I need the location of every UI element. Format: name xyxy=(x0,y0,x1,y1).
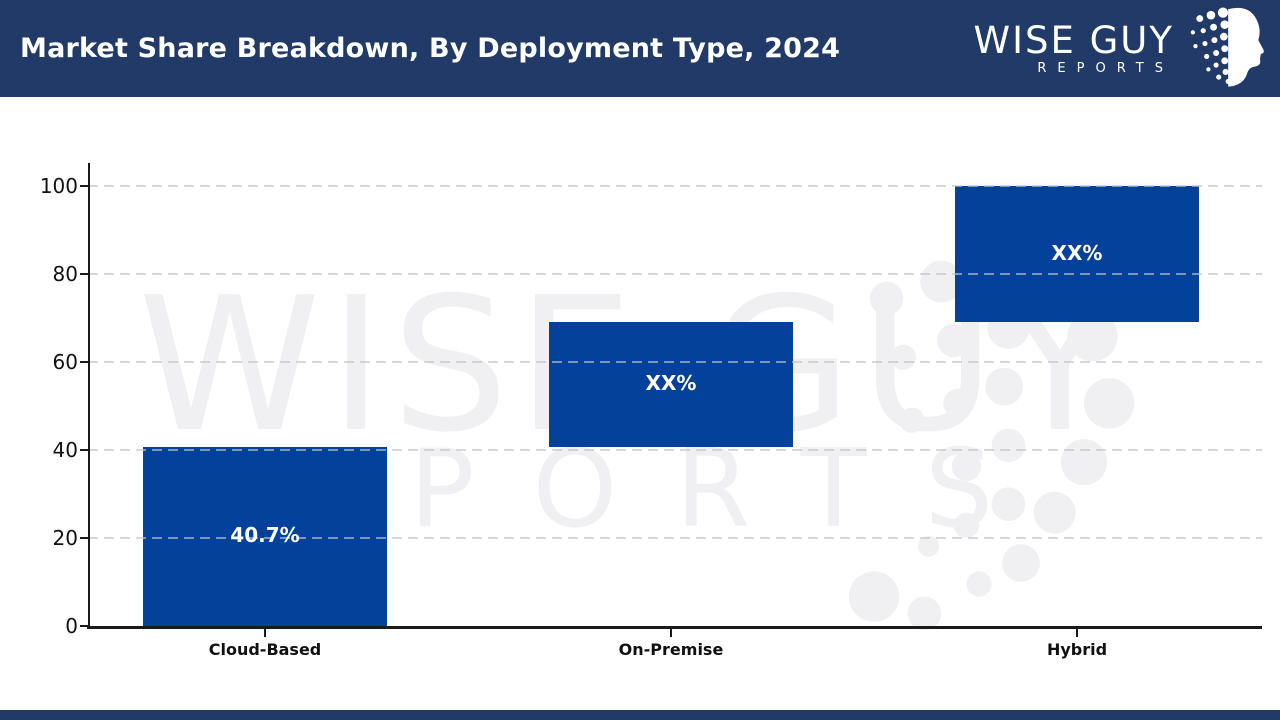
y-tick-mark xyxy=(80,361,88,363)
bar-value-label: XX% xyxy=(1051,240,1103,265)
x-tick-mark xyxy=(264,629,266,637)
y-tick-label: 80 xyxy=(52,262,78,286)
y-tick-label: 0 xyxy=(65,614,78,638)
y-tick-label: 100 xyxy=(39,174,78,198)
bar-cloud-based xyxy=(143,446,387,626)
y-tick-mark xyxy=(80,625,88,627)
y-tick-mark xyxy=(80,449,88,451)
x-axis-line xyxy=(87,626,1262,629)
x-tick-mark xyxy=(670,629,672,637)
x-tick-mark xyxy=(1076,629,1078,637)
header-band: Market Share Breakdown, By Deployment Ty… xyxy=(0,0,1280,97)
logo-subtitle: REPORTS xyxy=(1037,60,1174,76)
wise-guy-reports-logo: WISE GUY REPORTS xyxy=(974,3,1280,95)
category-label-cloud-based: Cloud-Based xyxy=(208,640,322,659)
y-axis-line xyxy=(88,163,90,628)
dotted-face-logo-icon xyxy=(1180,3,1266,95)
category-label-hybrid: Hybrid xyxy=(1046,640,1108,659)
bar-value-label: XX% xyxy=(645,371,697,396)
y-tick-mark xyxy=(80,273,88,275)
category-label-on-premise: On-Premise xyxy=(618,640,724,659)
footer-bar xyxy=(0,710,1280,720)
logo-wordmark: WISE GUY xyxy=(973,18,1174,62)
page-title: Market Share Breakdown, By Deployment Ty… xyxy=(20,33,841,64)
bar-value-label: 40.7% xyxy=(230,523,300,548)
gridline-80 xyxy=(88,273,1262,275)
gridline-60 xyxy=(88,361,1262,363)
chart-plot-area: WISE GUY REPORTS 40.7% XX% XX% 0 20 40 60 80 100… xyxy=(0,97,1280,710)
y-tick-label: 40 xyxy=(52,438,78,462)
y-tick-mark xyxy=(80,185,88,187)
y-tick-label: 60 xyxy=(52,350,78,374)
gridline-100 xyxy=(88,185,1262,187)
y-tick-mark xyxy=(80,537,88,539)
gridline-40 xyxy=(88,449,1262,451)
bar-on-premise xyxy=(549,321,793,447)
y-tick-label: 20 xyxy=(52,526,78,550)
gridline-20 xyxy=(88,537,1262,539)
